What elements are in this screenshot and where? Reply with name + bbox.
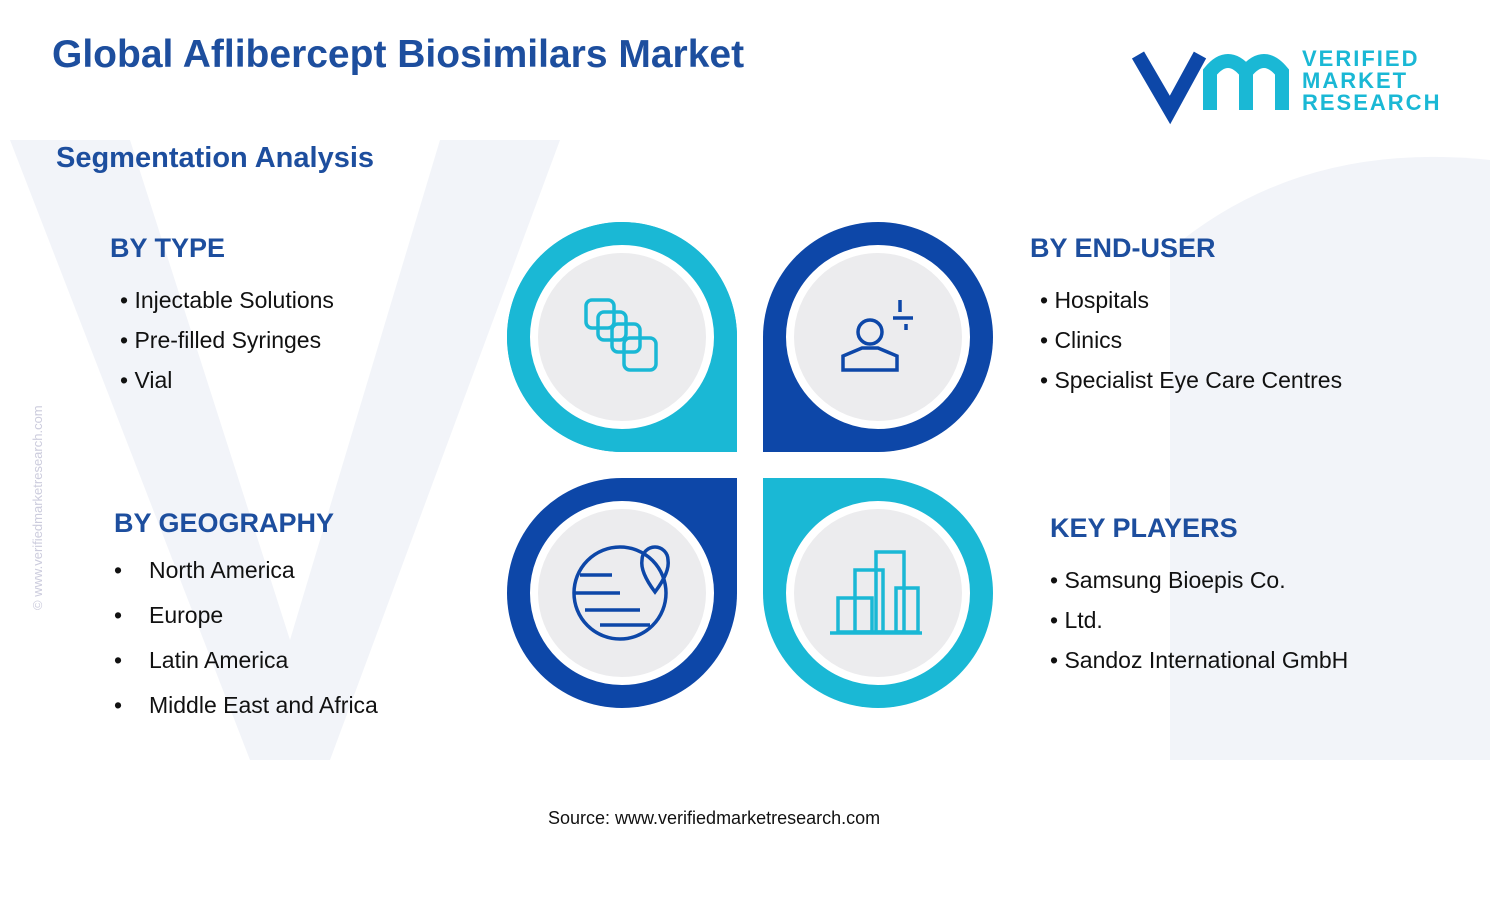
segment-item: North America	[149, 557, 295, 583]
bullet: •	[114, 602, 123, 628]
bullet: •	[114, 557, 123, 583]
segment-item: Middle East and Africa	[149, 692, 378, 718]
source: Source: www.verifiedmarketresearch.com	[548, 808, 881, 828]
segment-title: BY GEOGRAPHY	[114, 508, 335, 538]
segment-item: • Clinics	[1040, 327, 1123, 353]
segment-item: • Pre-filled Syringes	[120, 327, 322, 353]
segment-item: Europe	[149, 602, 224, 628]
logo-line: RESEARCH	[1302, 90, 1442, 115]
segment-item: Latin America	[149, 647, 289, 673]
logo-text: VERIFIED MARKET RESEARCH	[1302, 48, 1441, 114]
subtitle: Segmentation Analysis	[56, 142, 375, 174]
segment-title: BY END-USER	[1030, 233, 1216, 263]
segment-item: • Specialist Eye Care Centres	[1040, 367, 1343, 393]
title: Global Aflibercept Biosimilars Market	[52, 33, 745, 76]
bullet: •	[114, 647, 123, 673]
watermark: © www.verifiedmarketresearch.com	[30, 405, 45, 610]
logo-line: VERIFIED	[1302, 46, 1420, 71]
logo-mark	[1131, 51, 1289, 125]
bullet: •	[114, 692, 123, 718]
segment-item: • Samsung Bioepis Co.	[1050, 567, 1286, 593]
segment-item: • Hospitals	[1040, 287, 1150, 313]
segment-title: KEY PLAYERS	[1050, 513, 1238, 543]
logo-line: MARKET	[1302, 68, 1409, 93]
segment-title: BY TYPE	[110, 233, 226, 263]
segment-item: • Ltd.	[1050, 607, 1103, 633]
segment-item: • Vial	[120, 367, 173, 393]
segment-item: • Injectable Solutions	[120, 287, 334, 313]
segment-item: • Sandoz International GmbH	[1050, 647, 1349, 673]
